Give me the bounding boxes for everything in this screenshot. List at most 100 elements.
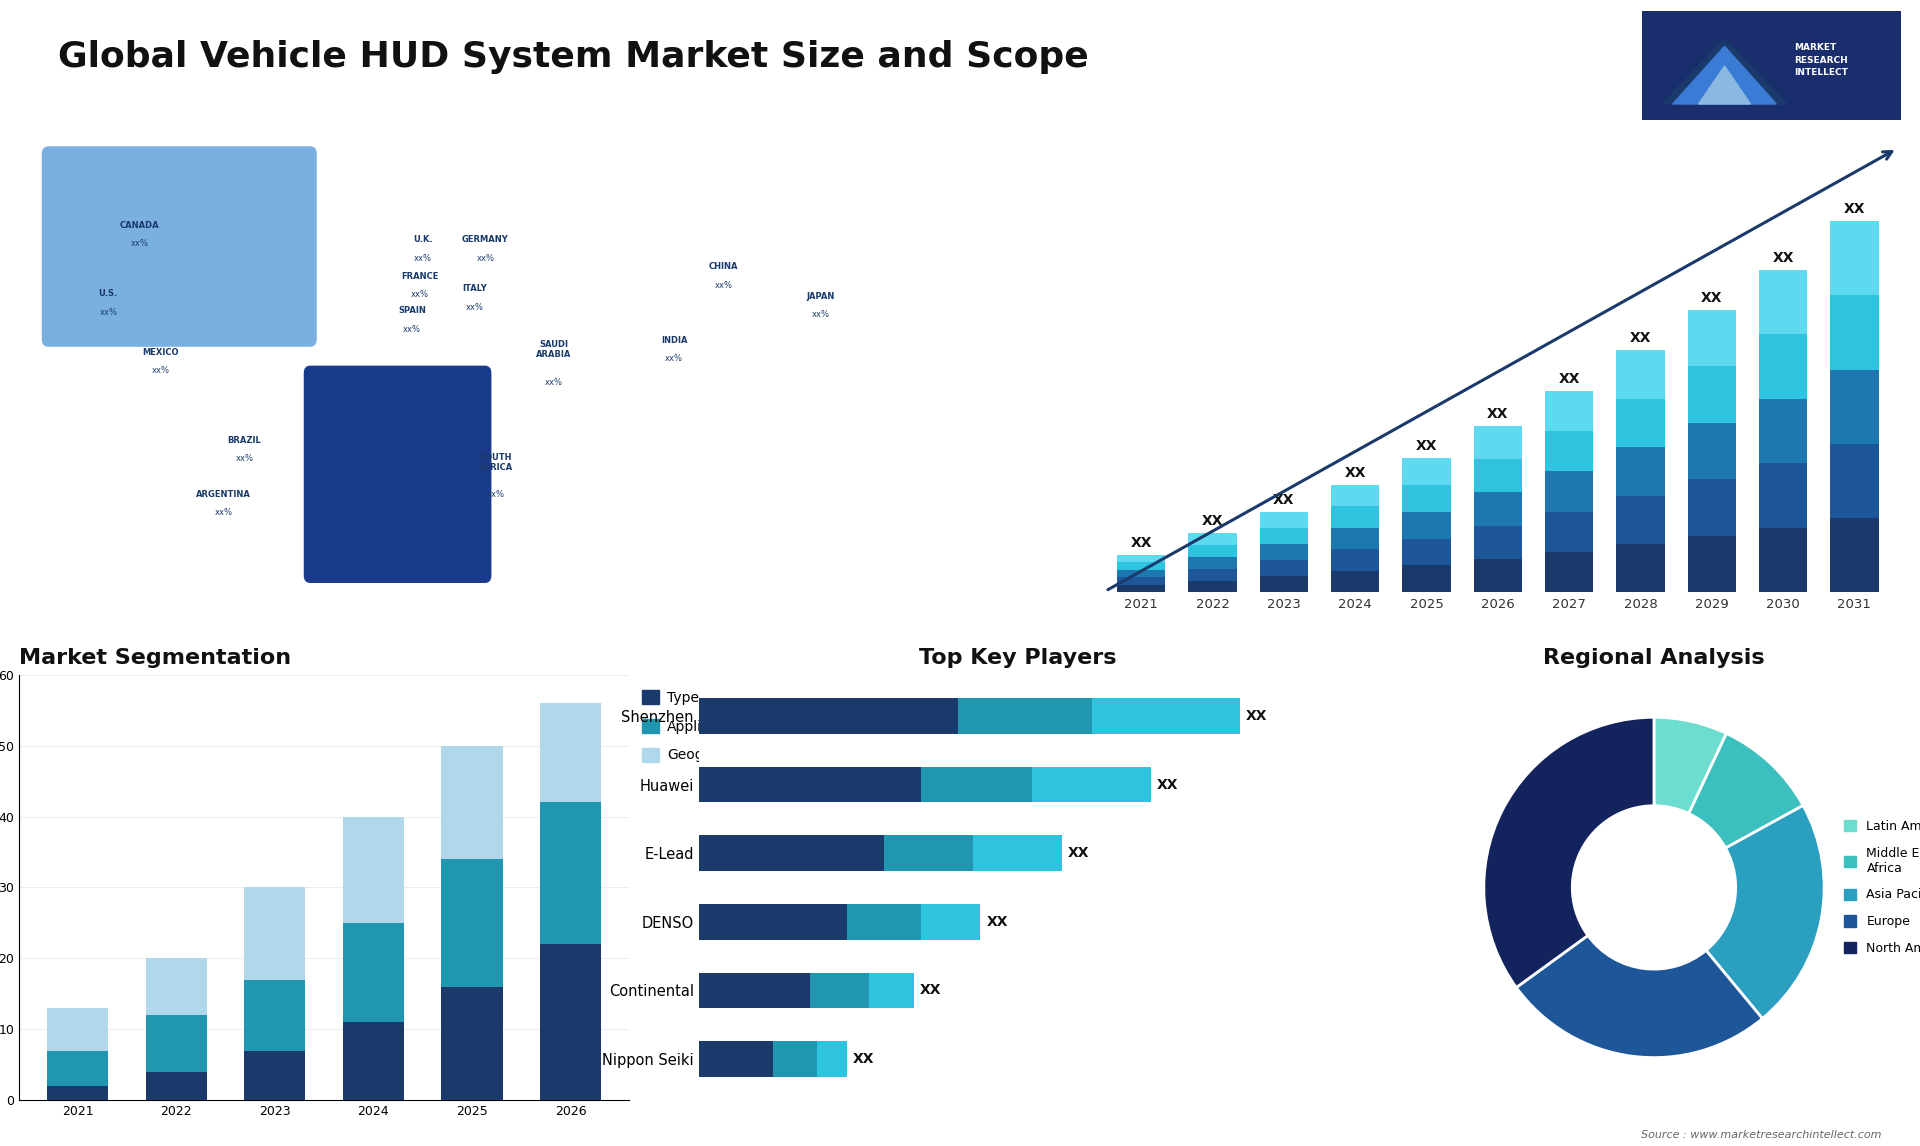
Text: U.K.: U.K. [413,235,432,244]
Text: XX: XX [1131,536,1152,550]
Bar [922,904,981,940]
Bar [1117,584,1165,592]
Bar [244,980,305,1051]
Bar [46,1086,108,1100]
Title: Top Key Players: Top Key Players [920,647,1117,668]
Text: SPAIN: SPAIN [397,306,426,315]
Text: ARGENTINA: ARGENTINA [196,489,252,499]
Bar [46,1051,108,1086]
Text: BRAZIL: BRAZIL [228,435,261,445]
Bar [699,698,958,733]
Text: xx%: xx% [467,303,484,312]
Bar [1260,560,1308,576]
Text: xx%: xx% [545,377,563,386]
Bar [1188,533,1236,545]
Bar [1759,528,1807,592]
Bar [1759,399,1807,463]
Wedge shape [1707,806,1824,1019]
Text: XX: XX [852,1052,874,1066]
Text: xx%: xx% [411,290,428,299]
Bar [1830,518,1878,592]
Bar [1546,552,1594,592]
Bar [1117,563,1165,570]
Text: XX: XX [1701,291,1722,305]
Text: xx%: xx% [131,240,148,249]
Bar [540,944,601,1100]
Bar [1830,296,1878,370]
Bar [344,923,403,1022]
Bar [699,835,883,871]
Bar [1546,511,1594,552]
Bar [146,958,207,1015]
Text: MEXICO: MEXICO [142,347,179,356]
Text: CANADA: CANADA [119,220,159,229]
Bar [973,835,1062,871]
Bar [1688,423,1736,479]
Bar [1188,557,1236,568]
Bar [344,817,403,923]
Bar [1617,399,1665,447]
Bar [1117,555,1165,563]
Polygon shape [1663,39,1788,104]
Text: xx%: xx% [476,253,495,262]
Text: SOUTH
AFRICA: SOUTH AFRICA [478,453,513,472]
Text: XX: XX [1344,466,1365,480]
Bar [1617,495,1665,544]
Bar [1188,545,1236,557]
Text: XX: XX [1158,777,1179,792]
Text: xx%: xx% [100,307,117,316]
Bar [540,704,601,802]
Bar [1402,458,1452,485]
Text: xx%: xx% [403,324,420,333]
Bar [1546,391,1594,431]
Text: xx%: xx% [236,455,253,463]
Bar [883,835,973,871]
Bar [1260,528,1308,544]
Bar [1117,570,1165,578]
Bar [1033,767,1152,802]
Bar [1759,335,1807,399]
Text: XX: XX [1630,331,1651,345]
Bar [1473,425,1523,458]
Bar [1331,571,1379,592]
Bar [146,1072,207,1100]
Bar [1260,511,1308,528]
Bar [922,767,1033,802]
Title: Regional Analysis: Regional Analysis [1544,647,1764,668]
Text: xx%: xx% [664,354,684,363]
Bar [46,1008,108,1051]
Bar [1402,485,1452,511]
Bar [699,1042,774,1077]
Text: CHINA: CHINA [708,262,737,272]
Bar [1188,581,1236,592]
Bar [1117,578,1165,584]
Polygon shape [1699,65,1751,104]
Bar [1546,431,1594,471]
Bar [1473,493,1523,526]
Bar [1617,544,1665,592]
Text: XX: XX [1488,407,1509,421]
Bar [1830,444,1878,518]
Bar [1188,568,1236,581]
Text: XX: XX [1246,709,1267,723]
Bar [442,987,503,1100]
Bar [1546,471,1594,511]
Text: xx%: xx% [215,508,232,517]
Bar [1331,507,1379,528]
Bar [1759,269,1807,335]
FancyBboxPatch shape [42,147,317,346]
Bar [1617,351,1665,399]
Text: XX: XX [987,915,1008,928]
Text: xx%: xx% [488,490,505,499]
Bar [1331,528,1379,549]
Bar [442,746,503,860]
Text: XX: XX [1273,493,1294,507]
Wedge shape [1517,935,1763,1058]
Text: JAPAN: JAPAN [806,291,835,300]
Bar [146,1015,207,1072]
Bar [442,860,503,987]
Bar [810,973,870,1008]
Text: Market Segmentation: Market Segmentation [19,647,292,668]
Text: ITALY: ITALY [463,284,488,293]
Polygon shape [1672,46,1776,104]
